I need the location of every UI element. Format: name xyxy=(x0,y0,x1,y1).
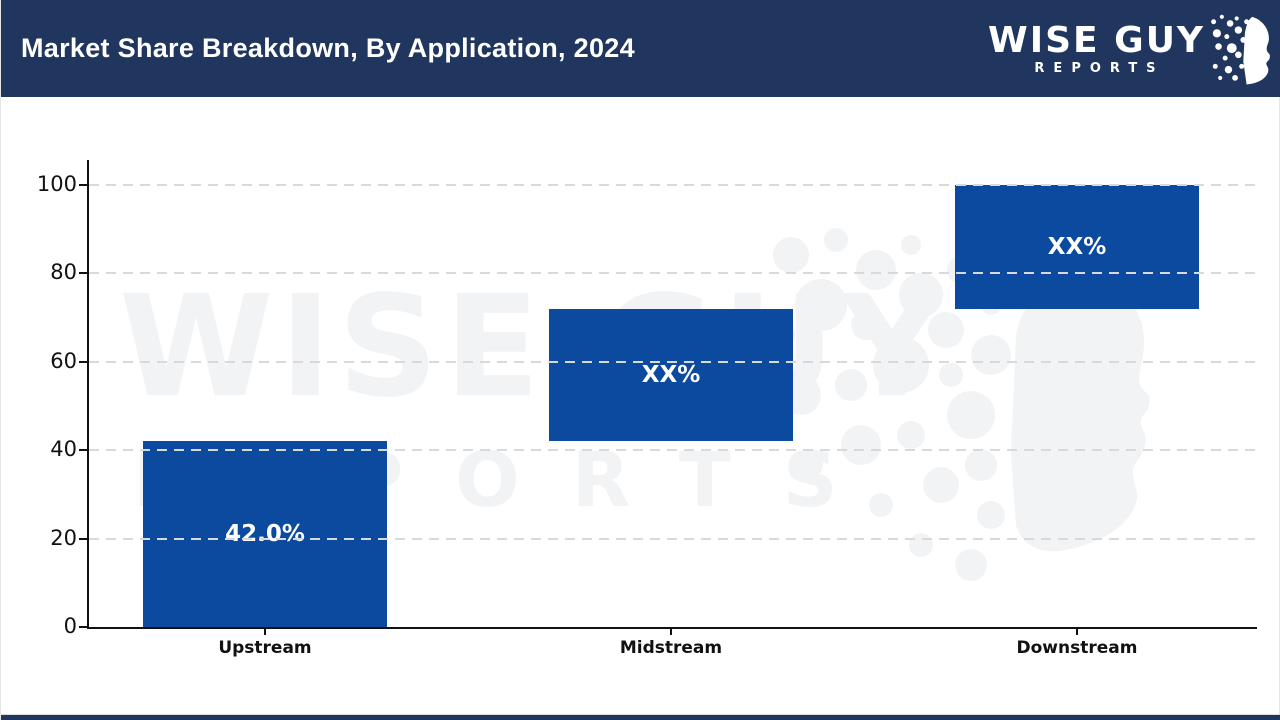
page-title: Market Share Breakdown, By Application, … xyxy=(21,33,635,63)
brand-logo-text: WISE GUY REPORTS xyxy=(988,22,1205,76)
brand-name: WISE GUY xyxy=(987,20,1205,62)
y-axis-tick xyxy=(79,184,87,186)
x-axis-tick xyxy=(670,629,672,635)
x-category-label-downstream: Downstream xyxy=(1016,638,1138,658)
gridline-y100 xyxy=(89,184,1257,186)
bar-downstream: XX% xyxy=(955,185,1199,309)
bar-midstream: XX% xyxy=(549,308,793,442)
x-axis-tick xyxy=(264,629,266,635)
bar-upstream: 42.0% xyxy=(143,441,387,627)
y-axis-tick-label: 0 xyxy=(63,614,77,638)
header-bar: Market Share Breakdown, By Application, … xyxy=(1,0,1280,97)
gridline-y40 xyxy=(89,449,1257,452)
y-axis-tick xyxy=(79,626,87,628)
brand-subtitle: REPORTS xyxy=(1034,60,1165,76)
brand-logo: WISE GUY REPORTS xyxy=(988,7,1273,91)
y-axis-tick xyxy=(79,272,87,275)
y-axis-tick xyxy=(79,537,87,540)
x-axis-tick xyxy=(1076,629,1078,635)
bar-value-label: XX% xyxy=(641,362,701,389)
bar-value-label: 42.0% xyxy=(225,521,305,548)
y-axis-tick xyxy=(79,449,87,452)
bar-value-label: XX% xyxy=(1047,233,1107,260)
x-category-label-midstream: Midstream xyxy=(619,638,723,658)
y-axis-tick xyxy=(79,360,87,363)
y-axis-tick-label: 100 xyxy=(36,172,77,196)
footer-bar xyxy=(1,714,1280,720)
watermark-face-icon xyxy=(767,227,1150,581)
brand-face-icon xyxy=(1211,14,1270,85)
y-axis-tick-label: 80 xyxy=(50,260,77,285)
gridline-y60 xyxy=(89,360,1257,363)
gridline-y20 xyxy=(89,537,1257,540)
y-axis-tick-label: 40 xyxy=(50,437,77,462)
gridline-y80 xyxy=(89,272,1257,275)
x-axis-line xyxy=(87,627,1257,629)
y-axis-tick-label: 20 xyxy=(50,525,77,550)
y-axis-line xyxy=(87,160,89,629)
x-category-label-upstream: Upstream xyxy=(218,638,312,658)
y-axis-tick-label: 60 xyxy=(50,348,77,373)
